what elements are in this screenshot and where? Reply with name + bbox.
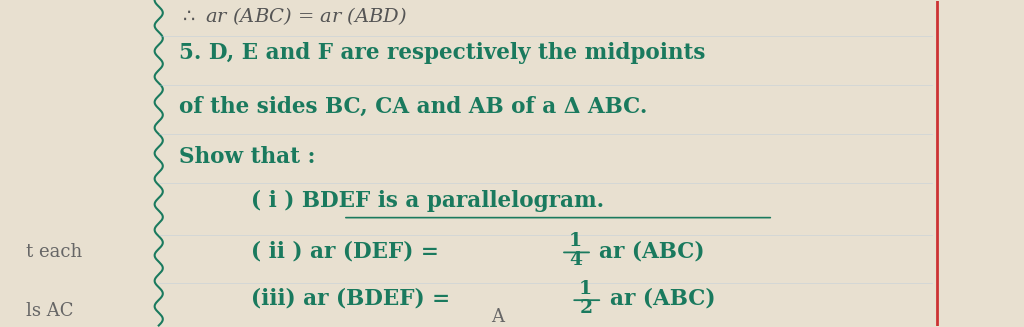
Text: ( i ) BDEF is a parallelogram.: ( i ) BDEF is a parallelogram.	[251, 190, 604, 212]
Text: t each: t each	[26, 243, 82, 261]
Text: 1: 1	[580, 280, 592, 298]
Text: of the sides BC, CA and AB of a Δ ABC.: of the sides BC, CA and AB of a Δ ABC.	[179, 96, 647, 118]
Text: 4: 4	[569, 251, 582, 269]
Text: Show that :: Show that :	[179, 146, 315, 168]
Text: ls AC: ls AC	[26, 302, 73, 320]
Text: (iii) ar (BDEF) =: (iii) ar (BDEF) =	[251, 287, 458, 309]
Text: A: A	[492, 308, 505, 326]
Text: 1: 1	[569, 232, 582, 250]
Text: $\therefore$ ar (ABC) = ar (ABD): $\therefore$ ar (ABC) = ar (ABD)	[179, 5, 408, 26]
Text: ( ii ) ar (DEF) =: ( ii ) ar (DEF) =	[251, 240, 446, 262]
Text: 2: 2	[580, 299, 592, 317]
Text: ar (ABC): ar (ABC)	[610, 287, 716, 309]
Text: 5. D, E and F are respectively the midpoints: 5. D, E and F are respectively the midpo…	[179, 42, 706, 64]
Text: ar (ABC): ar (ABC)	[599, 240, 705, 262]
